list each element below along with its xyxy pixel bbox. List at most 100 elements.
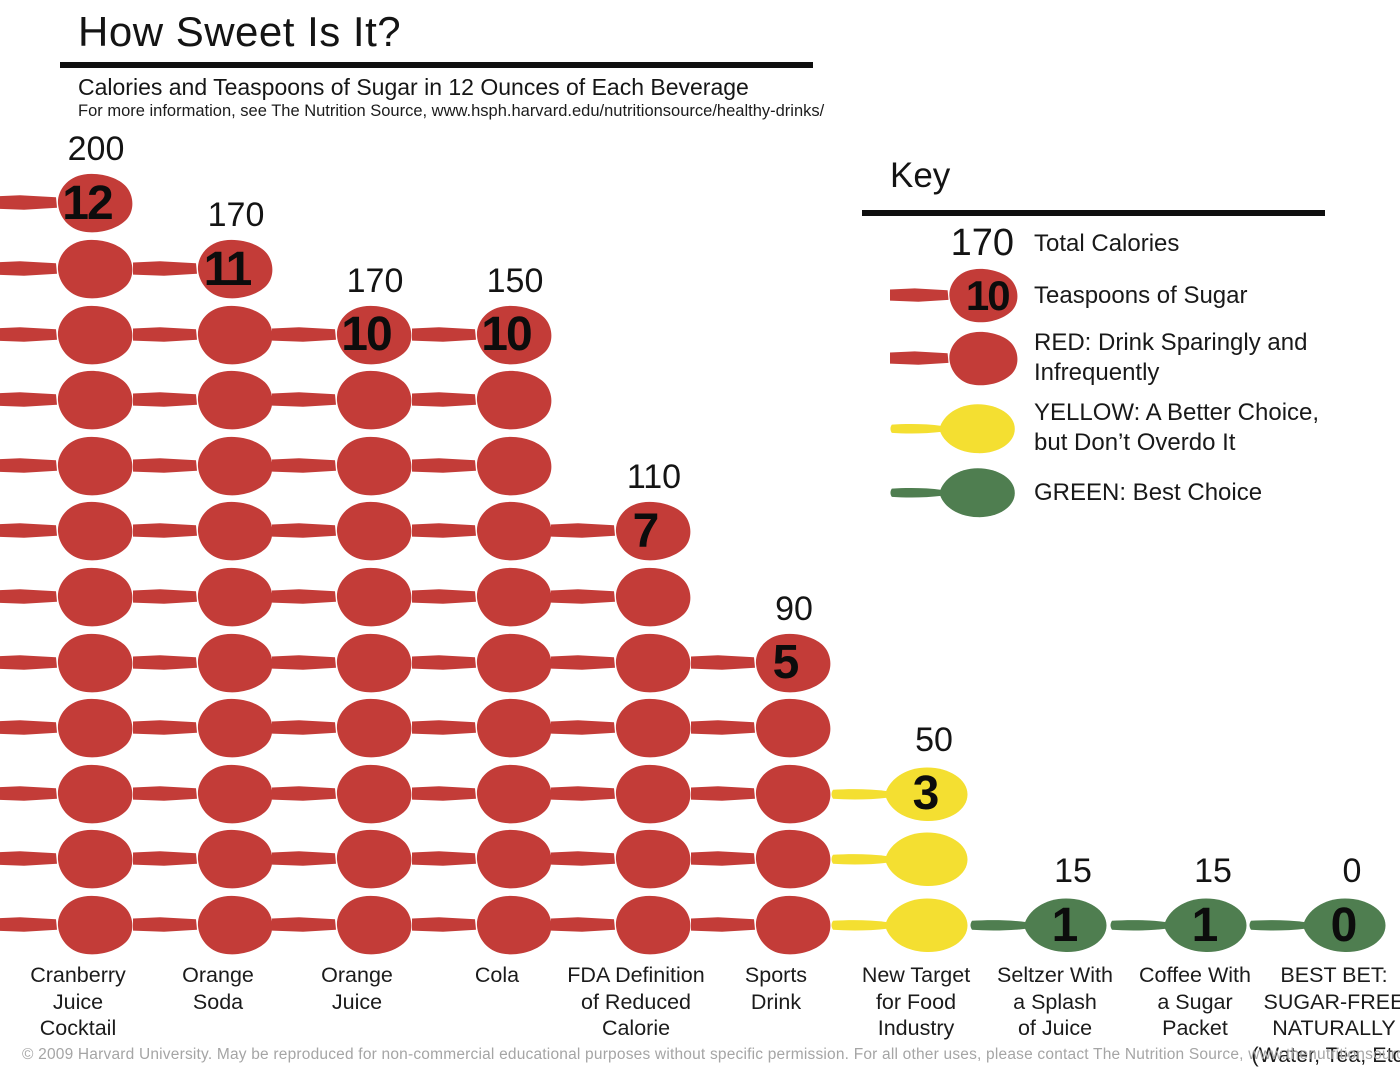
- spoon-icon: [412, 567, 552, 627]
- beverage-label: New Target for Food Industry: [861, 963, 971, 1040]
- key-underline: [862, 210, 1325, 216]
- calories-value: 15: [1194, 852, 1232, 890]
- spoon-red: [272, 566, 412, 628]
- spoon-red: [0, 238, 133, 300]
- spoon-red: [0, 697, 133, 759]
- spoon-red: [0, 632, 133, 694]
- spoon-red: [133, 894, 273, 956]
- beverage-label: Orange Juice: [321, 963, 393, 1014]
- spoon-red: [272, 894, 412, 956]
- key-teaspoons-sample: 10: [965, 271, 1011, 319]
- key-label: YELLOW: A Better Choice, but Don’t Overdo…: [1034, 399, 1320, 456]
- spoon-icon: [412, 764, 552, 824]
- key-row-green-best-choice: GREEN: Best Choice: [860, 464, 1262, 521]
- beverage-label: Coffee With a Sugar Packet: [1139, 963, 1251, 1040]
- beverage-label: Sports Drink: [744, 963, 808, 1014]
- spoon-red: [133, 632, 273, 694]
- spoon-icon: [890, 331, 1018, 385]
- spoon-icon: [272, 436, 412, 496]
- spoon-red: [272, 500, 412, 562]
- spoon-icon: [133, 830, 273, 889]
- spoon-red: [272, 763, 412, 825]
- spoon-yellow: [890, 400, 1018, 457]
- spoon-icon: [0, 371, 133, 430]
- spoon-icon: [0, 305, 133, 364]
- spoon-red: [272, 435, 412, 497]
- spoon-red: 10: [272, 304, 412, 366]
- spoon-icon: [0, 567, 133, 627]
- spoon-icon: [1249, 898, 1386, 953]
- spoon-icon: [272, 699, 412, 758]
- spoon-icon: [412, 633, 552, 692]
- spoon-icon: [412, 371, 552, 430]
- calories-value: 0: [1342, 852, 1362, 890]
- teaspoons-value: 10: [481, 308, 532, 362]
- key-label: RED: Drink Sparingly and Infrequently: [1034, 329, 1308, 386]
- spoon-icon: [890, 468, 1015, 518]
- teaspoons-value: 1: [1191, 898, 1219, 952]
- spoon-icon: [133, 633, 273, 692]
- calories-value: 110: [626, 458, 682, 497]
- spoon-green: 0: [1249, 894, 1389, 956]
- teaspoons-value: 0: [1330, 898, 1358, 952]
- spoon-icon: [831, 832, 968, 887]
- spoon-icon: [0, 895, 133, 955]
- spoon-icon: [691, 764, 831, 824]
- key-figure: [860, 400, 1018, 457]
- beverage-column-sports-drink: 90 5 Sports Drink: [691, 140, 831, 1082]
- calories-value: 200: [67, 130, 125, 169]
- spoon-icon: [551, 764, 691, 824]
- spoon-icon: [133, 764, 273, 824]
- spoon-icon: [412, 436, 552, 496]
- spoon-icon: [133, 436, 273, 496]
- beverage-column-best-bet-sugar-free-naturally-water-tea-etc: 0 0 BEST BET: SUGAR-FREE NATURALLY (Water, Te…: [1249, 140, 1400, 1082]
- teaspoons-value: 7: [632, 504, 660, 558]
- spoon-red: [551, 894, 691, 956]
- spoon-red: [412, 763, 552, 825]
- teaspoons-value: 5: [772, 636, 800, 690]
- spoon-red: [412, 566, 552, 628]
- beverage-column-coffee-with-a-sugar-packet: 15 1 Coffee With a Sugar Packet: [1110, 140, 1251, 1082]
- spoon-icon: [0, 436, 133, 496]
- spoon-icon: [551, 895, 691, 955]
- spoon-icon: [691, 895, 831, 955]
- spoon-red: [551, 697, 691, 759]
- spoon-icon: [412, 305, 552, 364]
- beverage-label: Seltzer With a Splash of Juice: [997, 963, 1113, 1040]
- spoon-icon: [890, 403, 1015, 453]
- spoon-icon: [412, 830, 552, 889]
- spoon-red: [551, 828, 691, 890]
- teaspoons-value: 12: [62, 176, 113, 230]
- spoon-icon: [551, 633, 691, 692]
- beverage-label: Orange Soda: [182, 963, 254, 1014]
- spoon-chart: 200 12 Cranberry Juice Cocktail 170 11 Orange So…: [0, 130, 1400, 1082]
- beverage-column-cranberry-juice-cocktail: 200 12 Cranberry Juice Cocktail: [0, 130, 133, 1082]
- beverage-column-seltzer-with-a-splash-of-juice: 15 1 Seltzer With a Splash of Juice: [970, 140, 1113, 1082]
- key-row-yellow-a-better-choice: YELLOW: A Better Choice, but Don’t Overdo…: [860, 398, 1319, 458]
- beverage-column-fda-definition-of-reduced-calorie: 110 7 FDA Definition of Reduced Calorie: [551, 140, 705, 1082]
- spoon-red: [551, 763, 691, 825]
- spoon-red: [412, 632, 552, 694]
- spoon-icon: [0, 699, 133, 758]
- spoon-red: [890, 330, 1018, 387]
- spoon-red: 10: [890, 267, 1018, 324]
- key-label: Teaspoons of Sugar: [1034, 281, 1248, 309]
- spoon-icon: [970, 898, 1107, 953]
- spoon-icon: [691, 830, 831, 889]
- spoon-red: [133, 763, 273, 825]
- spoon-icon: [272, 830, 412, 889]
- spoon-icon: [691, 633, 831, 692]
- spoon-icon: [0, 239, 133, 299]
- spoon-red: 12: [0, 172, 133, 234]
- spoon-red: [412, 697, 552, 759]
- spoon-icon: [272, 633, 412, 692]
- beverage-column-cola: 150 10 Cola: [412, 140, 552, 1082]
- spoon-yellow: 3: [831, 763, 971, 825]
- spoon-red: [551, 632, 691, 694]
- spoon-icon: [551, 699, 691, 758]
- spoon-icon: [412, 895, 552, 955]
- calories-value: 90: [775, 589, 813, 628]
- spoon-icon: [133, 567, 273, 627]
- spoon-red: [272, 828, 412, 890]
